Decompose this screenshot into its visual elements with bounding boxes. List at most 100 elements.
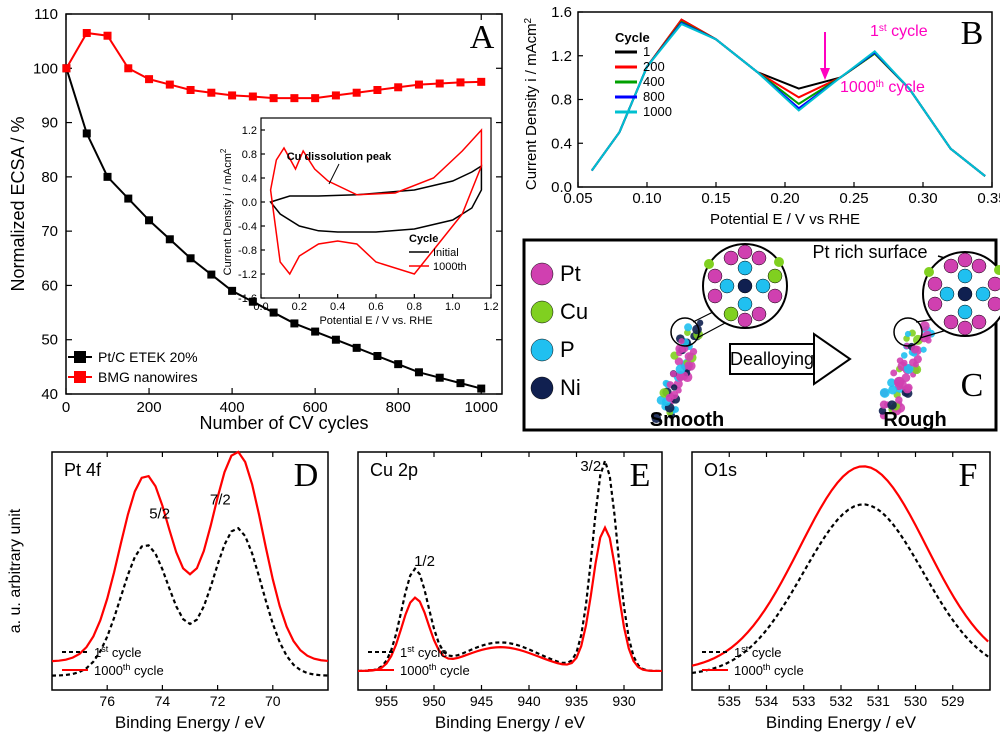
svg-text:Current Density i / mAcm2: Current Density i / mAcm2: [219, 148, 234, 275]
svg-text:0.25: 0.25: [839, 190, 868, 207]
inset-xlabel: Potential E / V vs. RHE: [319, 315, 432, 327]
svg-text:70: 70: [265, 693, 281, 709]
svg-text:1st cycle: 1st cycle: [400, 644, 447, 660]
dealloy-label: Dealloying: [730, 349, 814, 369]
svg-text:200: 200: [643, 59, 665, 74]
smooth-label: Smooth: [650, 409, 724, 431]
svg-text:0.2: 0.2: [292, 301, 307, 313]
svg-text:1: 1: [643, 44, 650, 59]
svg-text:531: 531: [867, 693, 891, 709]
svg-text:Binding Energy / eV: Binding Energy / eV: [115, 713, 266, 732]
svg-text:529: 529: [941, 693, 965, 709]
svg-text:Cu 2p: Cu 2p: [370, 460, 418, 480]
svg-text:0.6: 0.6: [368, 301, 383, 313]
svg-text:100: 100: [33, 60, 58, 77]
svg-text:Pt: Pt: [560, 261, 581, 286]
legend-bmg: BMG nanowires: [98, 369, 198, 385]
svg-text:0.8: 0.8: [242, 149, 257, 161]
inset-legend-1000: 1000th: [433, 261, 467, 273]
svg-text:110: 110: [34, 6, 58, 23]
svg-text:72: 72: [210, 693, 226, 709]
svg-text:O1s: O1s: [704, 460, 737, 480]
svg-text:E: E: [630, 457, 651, 494]
panel-a-legend: Pt/C ETEK 20% BMG nanowires: [68, 349, 198, 385]
svg-text:1.2: 1.2: [242, 125, 257, 137]
svg-text:940: 940: [517, 693, 541, 709]
inset-legend-initial: Initial: [433, 247, 459, 259]
svg-text:80: 80: [41, 169, 58, 186]
svg-text:0.0: 0.0: [551, 179, 572, 196]
svg-text:1.0: 1.0: [445, 301, 460, 313]
svg-text:5/2: 5/2: [149, 506, 170, 523]
svg-text:535: 535: [718, 693, 742, 709]
inset-ylabel: Current Density i / mAcm: [222, 153, 234, 275]
panel-c: C Pt Cu P Ni Dealloying Smooth Rough Pt ric…: [520, 236, 1000, 434]
svg-text:935: 935: [565, 693, 589, 709]
svg-text:0: 0: [62, 399, 70, 416]
svg-text:70: 70: [41, 223, 58, 240]
svg-text:1000: 1000: [465, 399, 498, 416]
svg-text:Ni: Ni: [560, 375, 581, 400]
svg-text:-0.4: -0.4: [238, 221, 257, 233]
svg-text:3/2: 3/2: [580, 458, 601, 475]
panel-b-ylabel: Current Density i / mAcm: [523, 23, 540, 190]
svg-text:74: 74: [155, 693, 171, 709]
svg-text:1000th cycle: 1000th cycle: [734, 662, 804, 678]
svg-text:200: 200: [137, 399, 162, 416]
svg-text:533: 533: [792, 693, 816, 709]
svg-text:-1.2: -1.2: [238, 269, 257, 281]
panel-b: 0.050.100.150.200.250.300.350.00.40.81.2…: [520, 4, 1000, 229]
svg-text:0.0: 0.0: [242, 197, 257, 209]
svg-text:-1.6: -1.6: [238, 293, 257, 305]
svg-text:F: F: [959, 457, 978, 494]
svg-text:a. u. arbitrary unit: a. u. arbitrary unit: [7, 508, 24, 633]
inset-legend-title: Cycle: [409, 233, 438, 245]
svg-text:-0.8: -0.8: [238, 245, 257, 257]
svg-text:0.4: 0.4: [551, 135, 572, 152]
legend-ptc: Pt/C ETEK 20%: [98, 349, 198, 365]
svg-text:Binding Energy / eV: Binding Energy / eV: [766, 713, 917, 732]
svg-text:P: P: [560, 337, 575, 362]
panel-a-label: A: [470, 19, 495, 56]
svg-text:60: 60: [41, 277, 58, 294]
svg-text:0.8: 0.8: [407, 301, 422, 313]
svg-text:0.20: 0.20: [770, 190, 799, 207]
svg-text:0.4: 0.4: [242, 173, 257, 185]
panel-b-xlabel: Potential E / V vs RHE: [710, 211, 860, 228]
svg-text:1000th cycle: 1000th cycle: [840, 79, 925, 96]
svg-text:0.15: 0.15: [701, 190, 730, 207]
svg-text:90: 90: [41, 115, 58, 132]
panel-d: 76 74 72 70 Binding Energy / eV a. u. arbitra…: [4, 442, 338, 738]
svg-text:D: D: [294, 457, 319, 494]
svg-text:800: 800: [643, 89, 665, 104]
svg-text:1000: 1000: [643, 104, 672, 119]
svg-text:0.30: 0.30: [908, 190, 937, 207]
svg-text:950: 950: [422, 693, 446, 709]
panel-a-xlabel: Number of CV cycles: [199, 413, 368, 433]
svg-text:Pt 4f: Pt 4f: [64, 460, 102, 480]
svg-text:945: 945: [470, 693, 494, 709]
svg-text:1.6: 1.6: [551, 4, 572, 21]
ptrich-label: Pt rich surface: [812, 242, 927, 262]
panel-a-ylabel: Normalized ECSA / %: [8, 116, 28, 291]
svg-text:930: 930: [612, 693, 636, 709]
svg-text:Binding Energy / eV: Binding Energy / eV: [435, 713, 586, 732]
svg-text:76: 76: [99, 693, 115, 709]
svg-text:0.35: 0.35: [977, 190, 1000, 207]
svg-text:1000th cycle: 1000th cycle: [94, 662, 164, 678]
svg-text:Cu: Cu: [560, 299, 588, 324]
svg-text:0.4: 0.4: [330, 301, 345, 313]
panel-e: 955950945940935930Binding Energy / eVECu…: [338, 442, 672, 738]
svg-text:1.2: 1.2: [483, 301, 498, 313]
rough-label: Rough: [883, 409, 946, 431]
inset-annotation: Cu dissolution peak: [287, 151, 392, 163]
svg-text:50: 50: [41, 332, 58, 349]
svg-text:1.2: 1.2: [551, 48, 572, 65]
panel-f: 535534533532531530529Binding Energy / eV…: [672, 442, 1000, 738]
svg-text:800: 800: [386, 399, 411, 416]
panel-a: 405060708090100110 02004006008001000 Nor…: [4, 4, 512, 434]
svg-text:1st cycle: 1st cycle: [734, 644, 781, 660]
svg-text:530: 530: [904, 693, 928, 709]
panel-a-inset: 0.00.20.40.60.81.01.2-1.6-1.2-0.8-0.40.0…: [219, 118, 499, 327]
panel-c-label: C: [961, 367, 984, 404]
